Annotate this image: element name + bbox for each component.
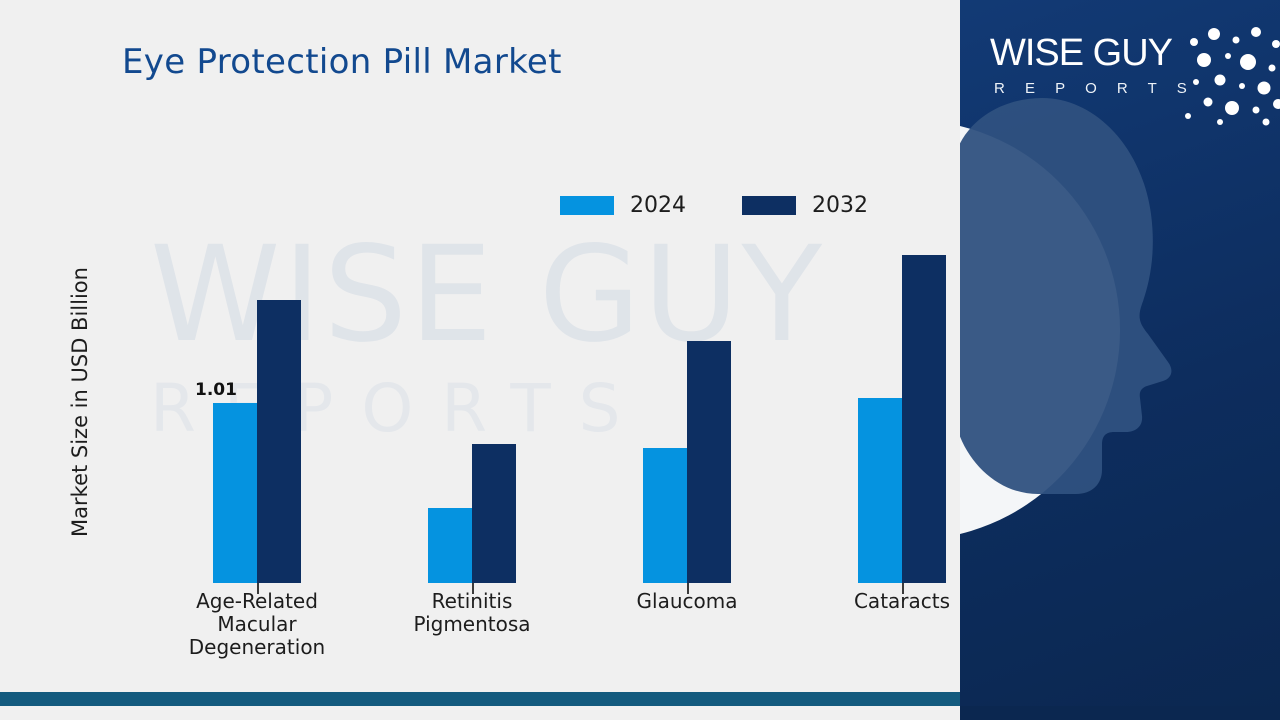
bar-2024[interactable] [643,447,687,583]
bar-2024[interactable] [858,397,902,583]
legend-swatch-2032 [742,196,796,215]
x-axis-tick [257,583,259,594]
bar-2024[interactable]: 1.01 [195,380,257,583]
head-silhouette-icon [960,96,1186,616]
legend-item-2024[interactable]: 2024 [560,193,686,218]
x-axis-category-label: Retinitis Pigmentosa [413,589,531,636]
footer-strip-right [960,706,1280,720]
molecule-dots-icon [1185,27,1280,126]
brand-panel: WISE GUY R E P O R T S [960,0,1280,720]
legend-label-2032: 2032 [812,193,868,218]
x-axis-category-label: Cataracts [853,589,951,613]
legend-swatch-2024 [560,196,614,215]
x-axis-category-label: Age-Related Macular Degeneration [188,589,326,659]
x-axis-category-label: Glaucoma [636,589,738,613]
legend-item-2032[interactable]: 2032 [742,193,868,218]
chart-legend: 2024 2032 [560,193,868,218]
chart-plot-area: WISE GUY REPORTS Eye Protection Pill Mar… [0,42,960,706]
bar-2032[interactable] [687,340,731,583]
logo-subtext: R E P O R T S [994,80,1195,97]
x-axis-tick [687,583,689,594]
bar-2032[interactable] [257,299,301,583]
x-axis-tick [902,583,904,594]
bar-2032[interactable] [472,444,516,583]
logo-wordmark: WISE GUY [990,32,1173,74]
bars-container: 1.01 [90,120,946,594]
bar-value-label: 1.01 [195,380,237,401]
x-axis-tick [472,583,474,594]
legend-label-2024: 2024 [630,193,686,218]
footer-strip [0,692,960,706]
y-axis-label: Market Size in USD Billion [68,267,92,537]
bar-2032[interactable] [902,255,946,583]
brand-logo: WISE GUY R E P O R T S [984,27,1280,126]
page-title: Eye Protection Pill Market [122,42,562,82]
bar-2024[interactable] [428,508,472,583]
